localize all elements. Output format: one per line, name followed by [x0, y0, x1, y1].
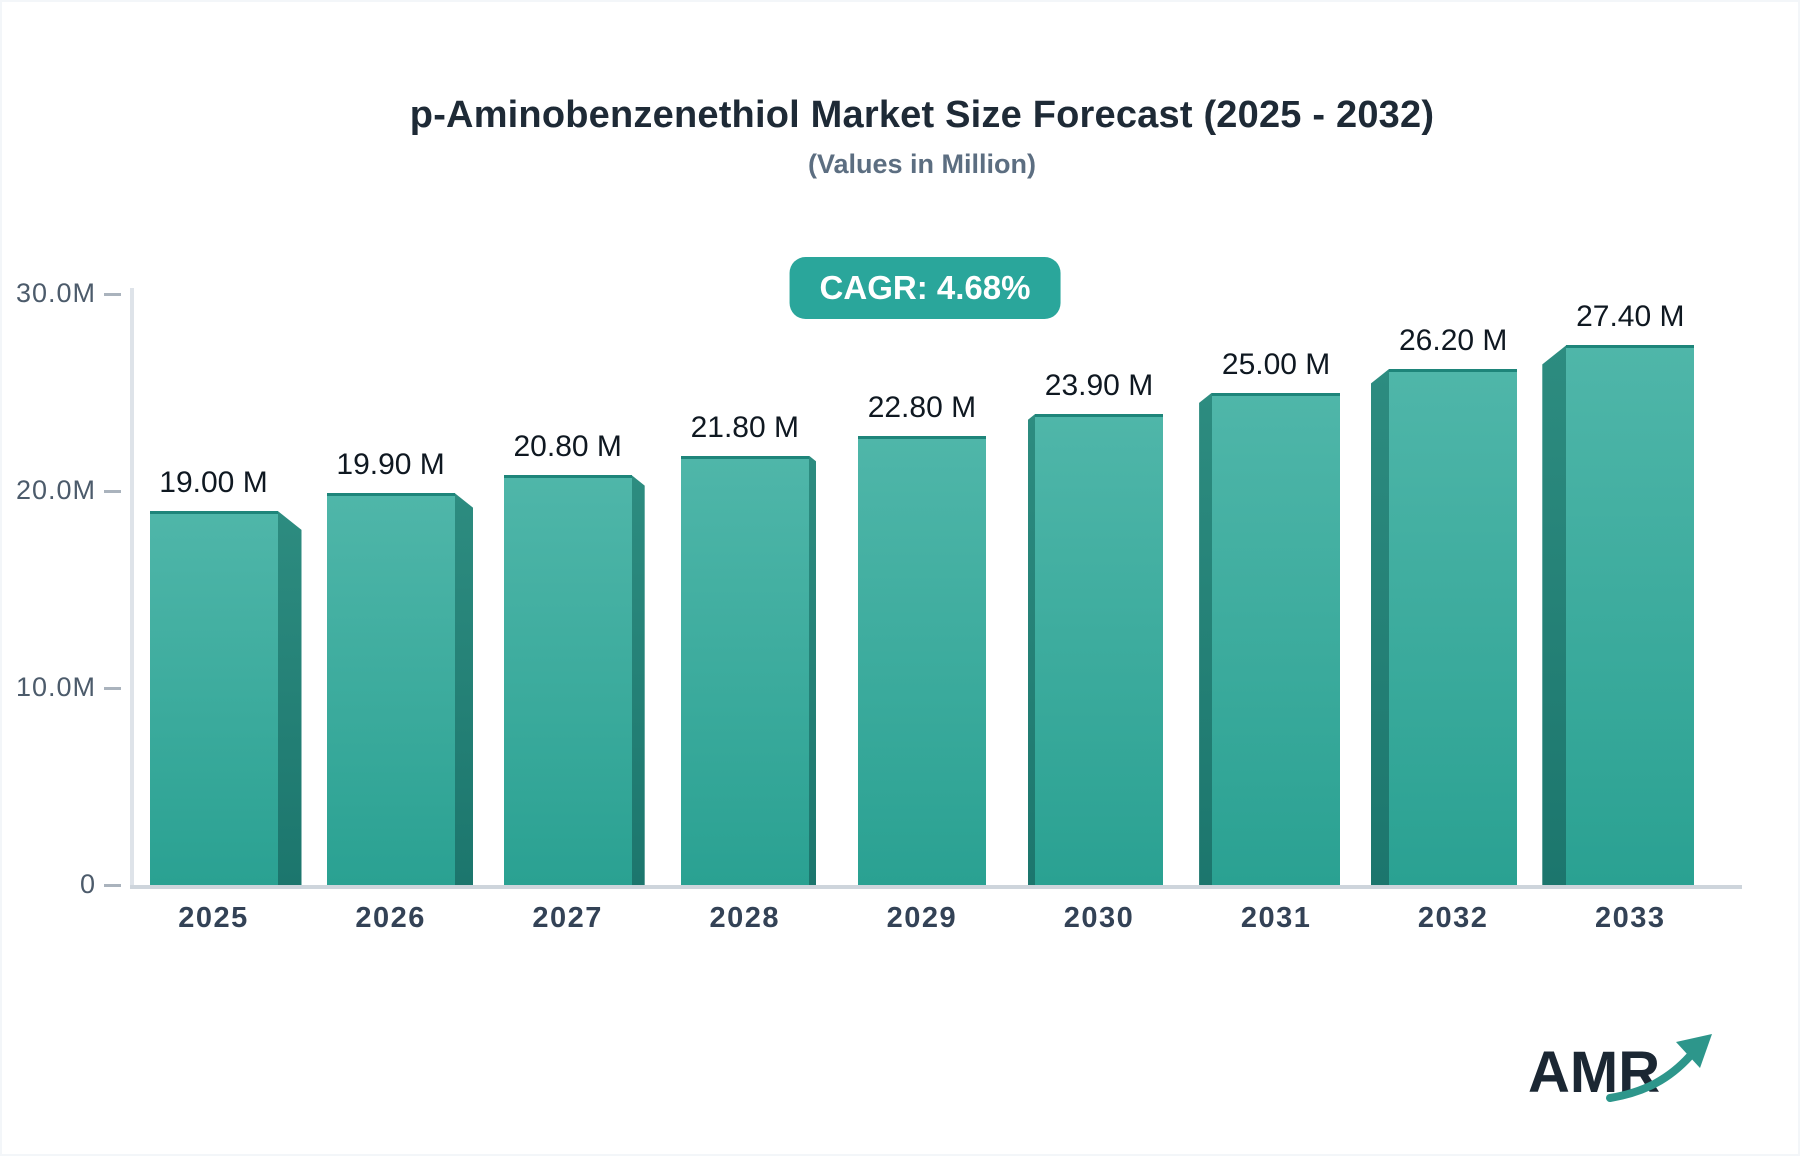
cagr-badge: CAGR: 4.68% — [789, 257, 1061, 319]
amr-logo-graphic: AMR — [1528, 1034, 1712, 1105]
bar-value-label: 22.80 M — [867, 390, 977, 424]
bar-2029 — [857, 435, 986, 885]
x-tick-label: 2028 — [709, 902, 781, 934]
bar-2033 — [1566, 345, 1695, 885]
bar-side-2026 — [454, 492, 474, 885]
bar-2032 — [1389, 368, 1518, 885]
bar-2030 — [1035, 414, 1163, 885]
bar-side-2027 — [631, 475, 645, 885]
bar-value-label: 19.00 M — [159, 465, 268, 499]
bar-value-label: 20.80 M — [513, 430, 622, 464]
bar-side-2031 — [1199, 392, 1213, 885]
y-tick-label: 0 — [79, 869, 96, 899]
bar-2026 — [326, 492, 455, 885]
y-axis-line — [130, 288, 134, 889]
amr-logo: AMR — [1518, 1026, 1718, 1110]
x-tick-label: 2029 — [886, 902, 958, 934]
bar-2031 — [1212, 392, 1341, 885]
bar-2027 — [503, 475, 632, 885]
logo-arrow-icon — [1606, 1052, 1694, 1102]
bar-side-2030 — [1027, 414, 1035, 885]
bar-value-label: 26.20 M — [1398, 323, 1508, 357]
y-tick-mark — [104, 687, 121, 690]
y-tick-mark — [104, 293, 121, 296]
bar-2025 — [149, 510, 278, 885]
bar-side-2028 — [808, 455, 817, 885]
bar-value-label: 19.90 M — [336, 447, 445, 481]
x-tick-label: 2030 — [1063, 902, 1135, 934]
logo-text: AMR — [1528, 1040, 1660, 1105]
logo-arrowhead-icon — [1676, 1034, 1712, 1068]
bar-value-label: 21.80 M — [690, 410, 799, 444]
x-tick-label: 2025 — [178, 902, 249, 934]
x-tick-label: 2026 — [355, 902, 426, 934]
y-tick-label: 20.0M — [15, 475, 96, 505]
chart-title: p-Aminobenzenethiol Market Size Forecast… — [409, 94, 1435, 136]
y-tick-mark — [104, 884, 121, 887]
x-tick-label: 2033 — [1595, 902, 1666, 934]
bar-value-label: 23.90 M — [1044, 369, 1154, 403]
y-tick-label: 10.0M — [15, 672, 96, 702]
y-tick-mark — [104, 490, 121, 493]
x-axis-baseline — [130, 885, 1742, 889]
bar-side-2032 — [1370, 368, 1390, 885]
bar-value-label: 27.40 M — [1576, 300, 1685, 334]
chart-subtitle: (Values in Million) — [807, 149, 1037, 179]
x-tick-label: 2027 — [532, 902, 603, 934]
x-tick-label: 2031 — [1240, 902, 1312, 934]
y-tick-label: 30.0M — [15, 278, 96, 308]
bar-value-label: 25.00 M — [1221, 347, 1331, 381]
cagr-badge-label: CAGR: 4.68% — [819, 269, 1031, 306]
bar-side-2025 — [277, 510, 302, 885]
x-tick-label: 2032 — [1417, 902, 1489, 934]
bar-side-2033 — [1542, 345, 1567, 885]
bar-2028 — [680, 455, 809, 885]
